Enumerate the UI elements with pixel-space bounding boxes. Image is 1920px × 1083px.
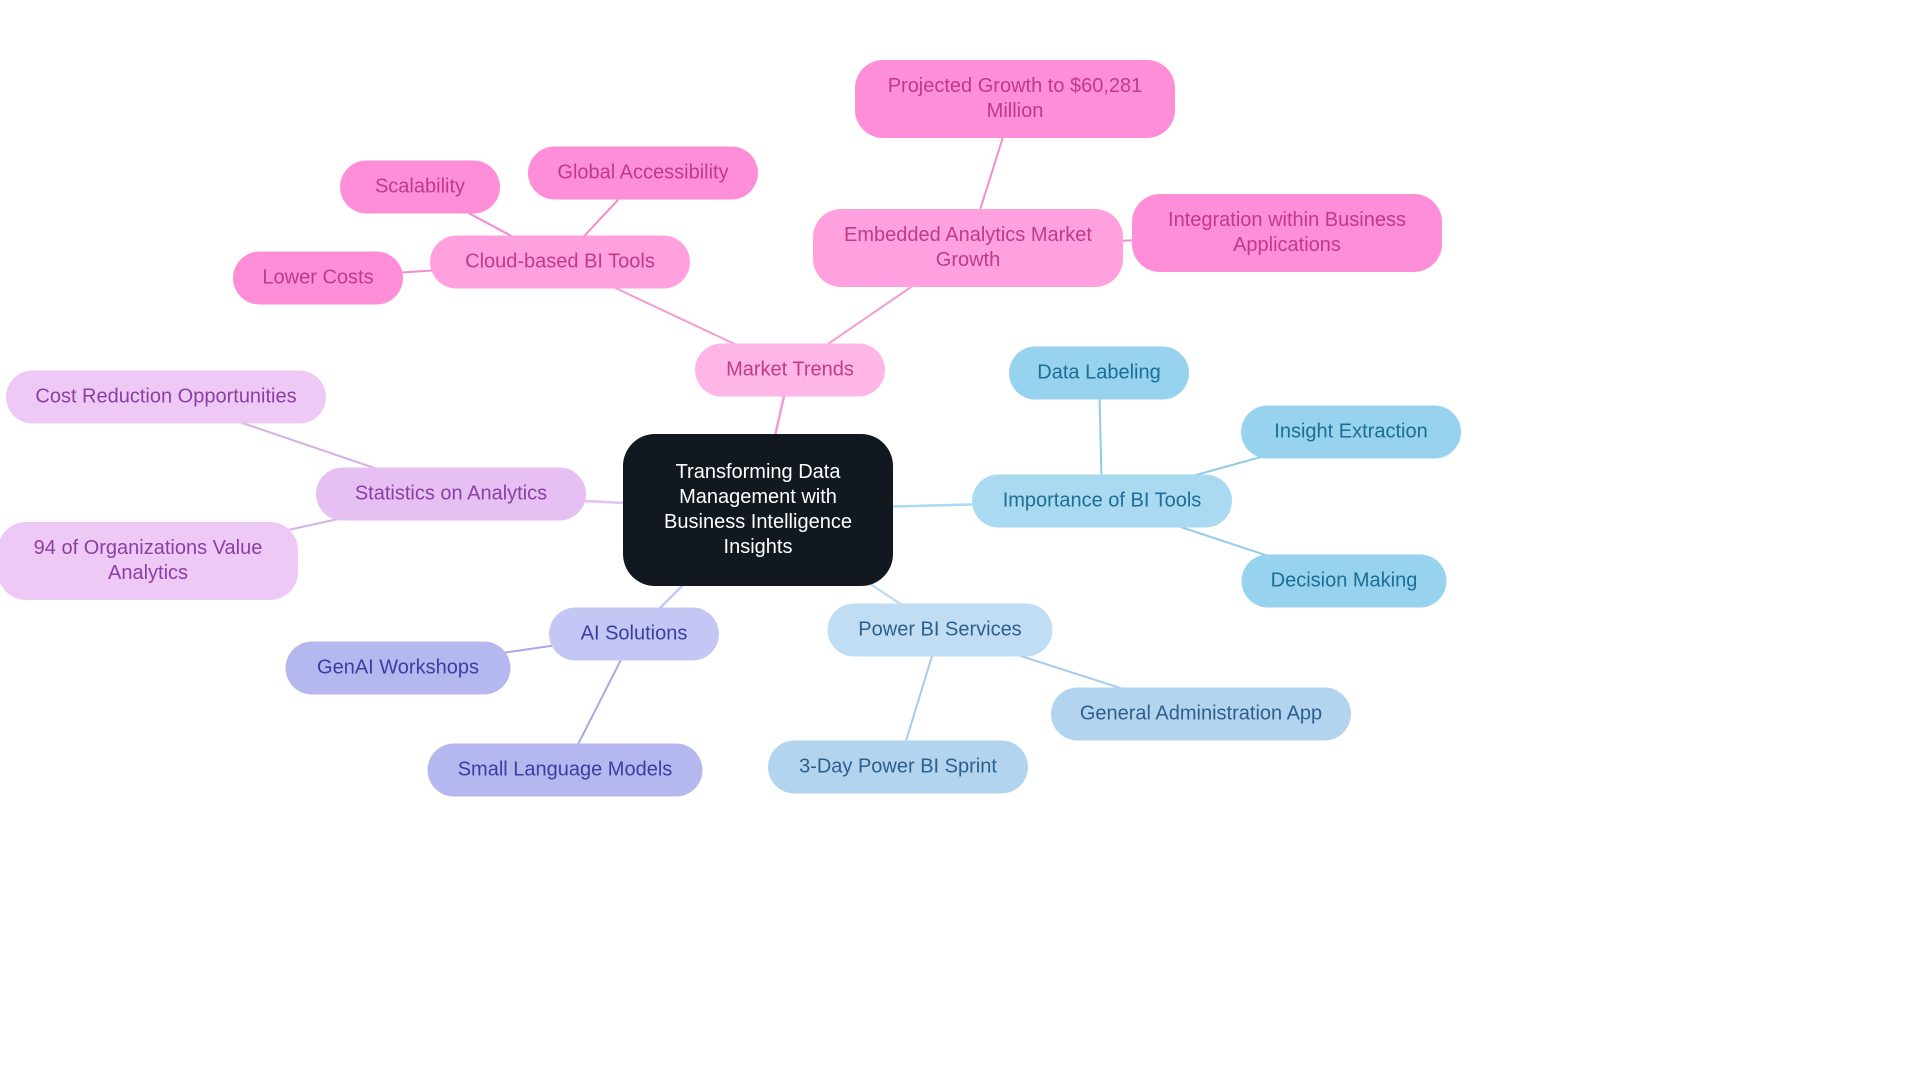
node-label: 94 of Organizations Value Analytics — [22, 536, 274, 586]
node-label: Scalability — [375, 175, 465, 200]
node-label: Data Labeling — [1037, 361, 1160, 386]
node-projected: Projected Growth to $60,281 Million — [855, 60, 1175, 138]
node-label: GenAI Workshops — [317, 656, 479, 681]
node-global_access: Global Accessibility — [528, 147, 758, 200]
node-label: Global Accessibility — [557, 161, 728, 186]
node-genai: GenAI Workshops — [286, 642, 511, 695]
node-label: Lower Costs — [262, 266, 373, 291]
node-powerbi: Power BI Services — [828, 604, 1053, 657]
node-label: Importance of BI Tools — [1003, 489, 1202, 514]
node-label: Embedded Analytics Market Growth — [837, 223, 1099, 273]
node-label: Cloud-based BI Tools — [465, 250, 655, 275]
node-label: Market Trends — [726, 358, 854, 383]
node-label: Power BI Services — [858, 618, 1021, 643]
node-embedded: Embedded Analytics Market Growth — [813, 209, 1123, 287]
node-label: Insight Extraction — [1274, 420, 1427, 445]
node-market_trends: Market Trends — [695, 344, 885, 397]
node-label: General Administration App — [1080, 702, 1322, 727]
node-decision_making: Decision Making — [1242, 555, 1447, 608]
node-label: Small Language Models — [458, 758, 673, 783]
node-label: Integration within Business Applications — [1156, 208, 1418, 258]
node-label: Projected Growth to $60,281 Million — [879, 74, 1151, 124]
node-label: Cost Reduction Opportunities — [35, 385, 296, 410]
node-val_analytics: 94 of Organizations Value Analytics — [0, 522, 298, 600]
node-integration: Integration within Business Applications — [1132, 194, 1442, 272]
mindmap-canvas: Transforming Data Management with Busine… — [0, 0, 1920, 1083]
node-label: Statistics on Analytics — [355, 482, 547, 507]
node-slm: Small Language Models — [428, 744, 703, 797]
node-importance: Importance of BI Tools — [972, 475, 1232, 528]
node-sprint: 3-Day Power BI Sprint — [768, 741, 1028, 794]
node-ai_solutions: AI Solutions — [549, 608, 719, 661]
node-label: Transforming Data Management with Busine… — [651, 460, 865, 560]
node-label: 3-Day Power BI Sprint — [799, 755, 997, 780]
node-cloud_bi: Cloud-based BI Tools — [430, 236, 690, 289]
node-data_labeling: Data Labeling — [1009, 347, 1189, 400]
node-lower_costs: Lower Costs — [233, 252, 403, 305]
node-root: Transforming Data Management with Busine… — [623, 434, 893, 586]
node-cost_red: Cost Reduction Opportunities — [6, 371, 326, 424]
node-scalability: Scalability — [340, 161, 500, 214]
node-label: AI Solutions — [581, 622, 688, 647]
node-label: Decision Making — [1271, 569, 1418, 594]
node-insight_extraction: Insight Extraction — [1241, 406, 1461, 459]
node-admin_app: General Administration App — [1051, 688, 1351, 741]
node-stats: Statistics on Analytics — [316, 468, 586, 521]
